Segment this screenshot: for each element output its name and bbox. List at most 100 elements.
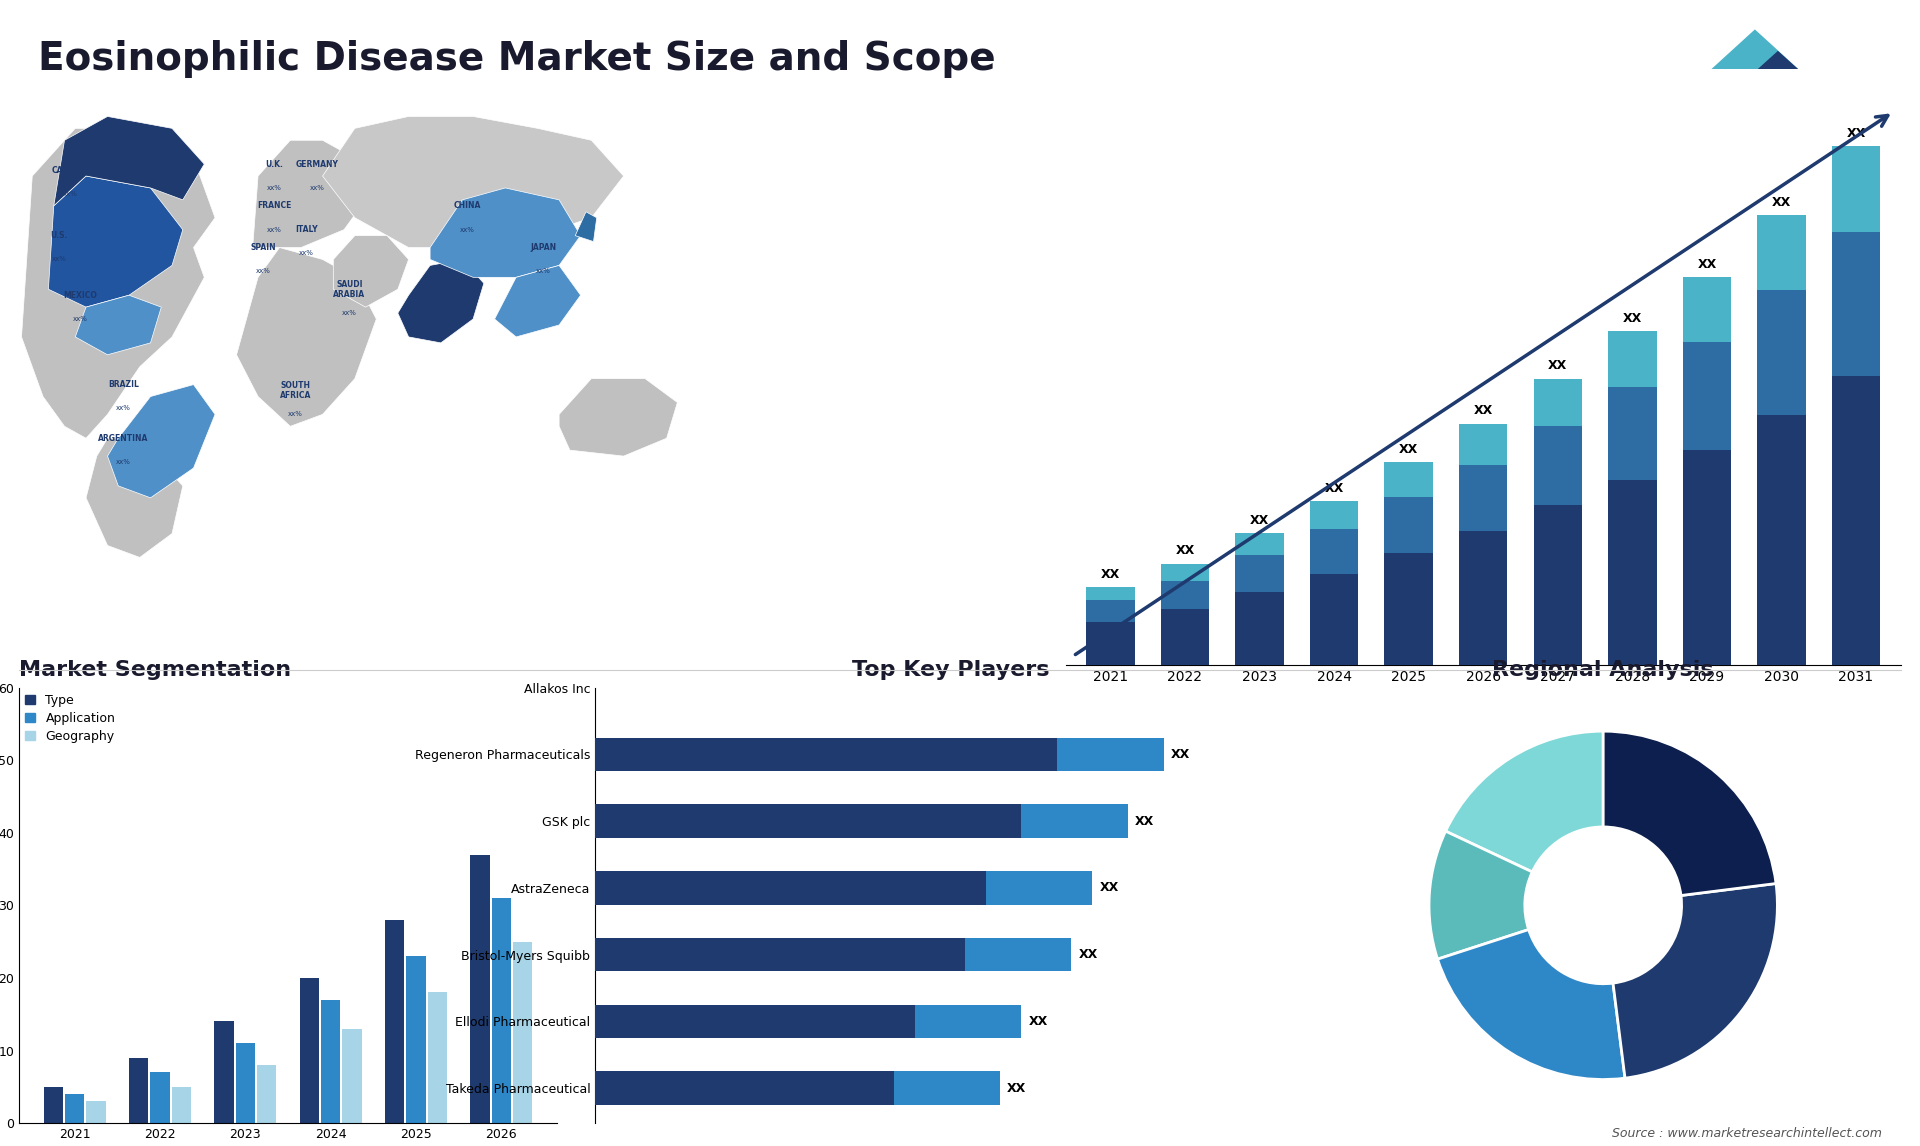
Bar bbox=[987, 871, 1092, 904]
Bar bbox=[65, 1094, 84, 1123]
PathPatch shape bbox=[48, 176, 182, 307]
Text: xx%: xx% bbox=[536, 268, 551, 274]
Text: MARKET: MARKET bbox=[1747, 95, 1786, 104]
Title: Regional Analysis: Regional Analysis bbox=[1492, 660, 1715, 681]
Text: Market Segmentation: Market Segmentation bbox=[19, 660, 292, 681]
Bar bbox=[1235, 591, 1284, 665]
Bar bbox=[595, 937, 964, 972]
Text: XX: XX bbox=[1175, 544, 1194, 557]
Bar bbox=[215, 1021, 234, 1123]
PathPatch shape bbox=[253, 140, 365, 248]
Bar bbox=[1609, 480, 1657, 665]
Text: Eosinophilic Disease Market Size and Scope: Eosinophilic Disease Market Size and Sco… bbox=[38, 40, 996, 78]
Text: xx%: xx% bbox=[267, 227, 282, 233]
Text: SAUDI
ARABIA: SAUDI ARABIA bbox=[334, 280, 365, 299]
Bar bbox=[1235, 555, 1284, 591]
Text: JAPAN: JAPAN bbox=[530, 243, 557, 252]
Bar bbox=[86, 1101, 106, 1123]
Text: Source : www.marketresearchintellect.com: Source : www.marketresearchintellect.com bbox=[1611, 1128, 1882, 1140]
PathPatch shape bbox=[86, 438, 182, 557]
Text: xx%: xx% bbox=[288, 411, 303, 417]
Bar bbox=[1384, 552, 1432, 665]
Bar bbox=[1609, 387, 1657, 480]
Bar bbox=[44, 1086, 63, 1123]
Bar bbox=[492, 898, 511, 1123]
Wedge shape bbox=[1613, 884, 1778, 1078]
Text: xx%: xx% bbox=[52, 257, 67, 262]
Text: xx%: xx% bbox=[255, 268, 271, 274]
Text: XX: XX bbox=[1772, 196, 1791, 209]
Bar bbox=[470, 855, 490, 1123]
Text: XX: XX bbox=[1029, 1015, 1048, 1028]
Text: GERMANY: GERMANY bbox=[296, 159, 338, 168]
Bar bbox=[1832, 376, 1880, 665]
Bar bbox=[1459, 424, 1507, 464]
Text: XX: XX bbox=[1473, 405, 1494, 417]
Polygon shape bbox=[1686, 31, 1824, 93]
Text: xx%: xx% bbox=[300, 251, 313, 257]
Bar bbox=[428, 992, 447, 1123]
Bar bbox=[1682, 449, 1732, 665]
Bar bbox=[893, 1072, 1000, 1105]
PathPatch shape bbox=[54, 117, 204, 206]
Text: xx%: xx% bbox=[117, 460, 131, 465]
Text: xx%: xx% bbox=[342, 311, 357, 316]
Wedge shape bbox=[1428, 831, 1532, 959]
PathPatch shape bbox=[108, 385, 215, 497]
Bar bbox=[595, 804, 1021, 838]
PathPatch shape bbox=[75, 296, 161, 355]
Bar bbox=[914, 1005, 1021, 1038]
Bar bbox=[236, 1043, 255, 1123]
Bar bbox=[1309, 501, 1357, 529]
Text: SOUTH
AFRICA: SOUTH AFRICA bbox=[280, 382, 311, 400]
PathPatch shape bbox=[495, 266, 580, 337]
PathPatch shape bbox=[334, 236, 409, 307]
Text: XX: XX bbox=[1171, 748, 1190, 761]
Text: INDIA: INDIA bbox=[422, 297, 447, 306]
Bar bbox=[1682, 342, 1732, 449]
PathPatch shape bbox=[559, 378, 678, 456]
Text: BRAZIL: BRAZIL bbox=[108, 380, 138, 390]
Bar bbox=[1162, 609, 1210, 665]
Bar bbox=[1534, 426, 1582, 505]
Bar bbox=[1087, 621, 1135, 665]
Bar bbox=[513, 942, 532, 1123]
Bar bbox=[1459, 532, 1507, 665]
Bar bbox=[1757, 415, 1805, 665]
Bar bbox=[595, 871, 987, 904]
Bar bbox=[321, 999, 340, 1123]
Text: xx%: xx% bbox=[267, 185, 282, 191]
Bar bbox=[1459, 464, 1507, 532]
Bar bbox=[1162, 581, 1210, 609]
Text: FRANCE: FRANCE bbox=[257, 202, 292, 211]
Bar bbox=[407, 956, 426, 1123]
Text: XX: XX bbox=[1100, 881, 1119, 894]
Text: XX: XX bbox=[1847, 127, 1866, 140]
Bar bbox=[595, 1072, 893, 1105]
Text: XX: XX bbox=[1548, 359, 1567, 372]
Polygon shape bbox=[1732, 52, 1824, 93]
Bar bbox=[1534, 378, 1582, 426]
Text: XX: XX bbox=[1008, 1082, 1027, 1094]
Bar bbox=[1021, 804, 1129, 838]
PathPatch shape bbox=[21, 128, 215, 438]
Bar bbox=[386, 920, 405, 1123]
Bar bbox=[1609, 331, 1657, 387]
Bar bbox=[595, 1005, 914, 1038]
Text: xx%: xx% bbox=[117, 406, 131, 411]
PathPatch shape bbox=[576, 212, 597, 242]
Text: XX: XX bbox=[1325, 481, 1344, 495]
Text: XX: XX bbox=[1697, 258, 1716, 270]
Bar bbox=[1384, 497, 1432, 552]
Bar bbox=[150, 1073, 169, 1123]
Bar bbox=[1056, 738, 1164, 771]
Text: U.S.: U.S. bbox=[50, 231, 67, 241]
Text: CANADA: CANADA bbox=[52, 165, 88, 174]
Legend: Type, Application, Geography: Type, Application, Geography bbox=[25, 693, 115, 743]
Title: Top Key Players: Top Key Players bbox=[852, 660, 1048, 681]
Wedge shape bbox=[1438, 929, 1624, 1080]
Wedge shape bbox=[1446, 731, 1603, 872]
Bar bbox=[171, 1086, 190, 1123]
Text: xx%: xx% bbox=[73, 316, 88, 322]
Text: SPAIN: SPAIN bbox=[252, 243, 276, 252]
